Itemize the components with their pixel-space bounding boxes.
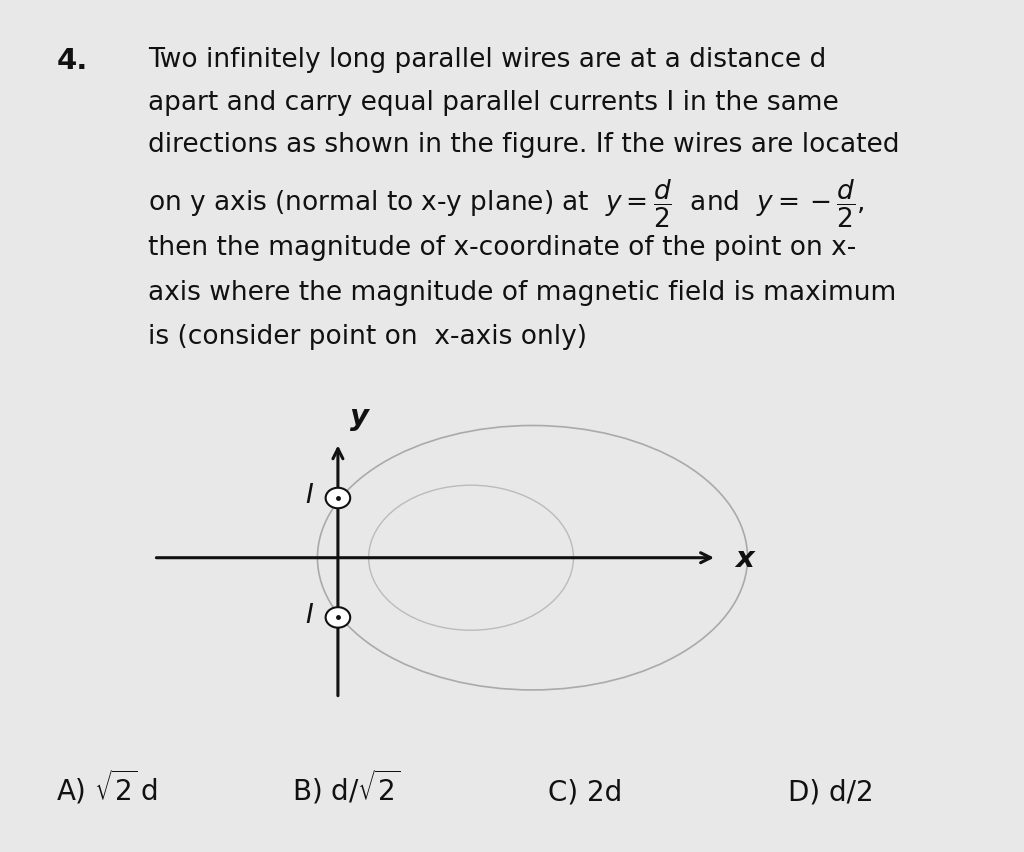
Text: C) 2d: C) 2d	[548, 777, 623, 805]
Text: x: x	[735, 544, 754, 572]
Text: on y axis (normal to x-y plane) at  $y = \dfrac{d}{2}$  and  $y = -\dfrac{d}{2}$: on y axis (normal to x-y plane) at $y = …	[148, 177, 865, 229]
Text: D) d/2: D) d/2	[788, 777, 874, 805]
Text: 4.: 4.	[56, 47, 88, 75]
Text: Two infinitely long parallel wires are at a distance d: Two infinitely long parallel wires are a…	[148, 47, 826, 72]
Text: axis where the magnitude of magnetic field is maximum: axis where the magnitude of magnetic fie…	[148, 279, 897, 305]
Circle shape	[326, 607, 350, 628]
Text: is (consider point on  x-axis only): is (consider point on x-axis only)	[148, 324, 588, 349]
Text: A) $\sqrt{2}\,$d: A) $\sqrt{2}\,$d	[56, 767, 158, 805]
Text: I: I	[305, 602, 313, 628]
Text: then the magnitude of x-coordinate of the point on x-: then the magnitude of x-coordinate of th…	[148, 234, 857, 260]
Text: apart and carry equal parallel currents I in the same: apart and carry equal parallel currents …	[148, 89, 840, 115]
Text: I: I	[305, 483, 313, 509]
Text: directions as shown in the figure. If the wires are located: directions as shown in the figure. If th…	[148, 132, 900, 158]
Text: y: y	[350, 402, 370, 430]
Circle shape	[326, 488, 350, 509]
Text: B) d/$\sqrt{2}$: B) d/$\sqrt{2}$	[292, 767, 400, 805]
